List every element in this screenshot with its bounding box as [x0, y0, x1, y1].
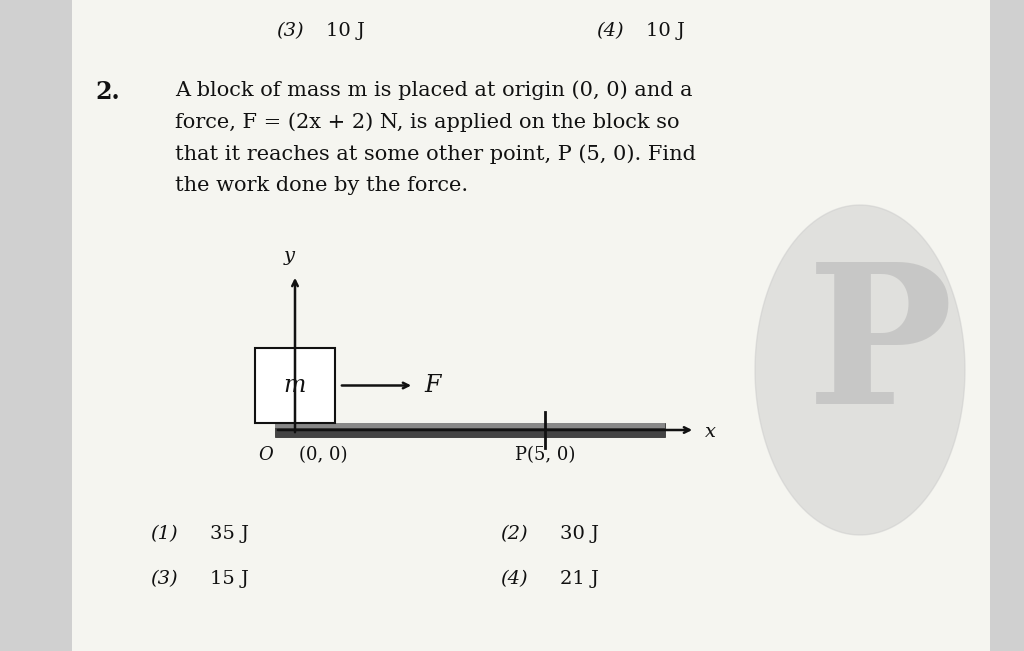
Text: (4): (4) [500, 570, 527, 588]
Text: 35 J: 35 J [210, 525, 249, 543]
Text: m: m [284, 374, 306, 397]
Text: 30 J: 30 J [560, 525, 599, 543]
Text: x: x [705, 423, 716, 441]
FancyBboxPatch shape [0, 0, 72, 651]
FancyBboxPatch shape [255, 348, 335, 423]
Text: (4): (4) [596, 22, 624, 40]
Polygon shape [755, 205, 965, 535]
Text: 10 J: 10 J [326, 22, 365, 40]
Text: that it reaches at some other point, P (5, 0). Find: that it reaches at some other point, P (… [175, 144, 696, 163]
FancyBboxPatch shape [990, 0, 1024, 651]
Text: A block of mass m is placed at origin (0, 0) and a: A block of mass m is placed at origin (0… [175, 80, 692, 100]
Text: (0, 0): (0, 0) [299, 446, 347, 464]
Text: P(5, 0): P(5, 0) [515, 446, 575, 464]
Text: y: y [284, 247, 295, 265]
Text: (1): (1) [150, 525, 177, 543]
Text: (2): (2) [500, 525, 527, 543]
Text: F: F [424, 374, 440, 397]
Text: the work done by the force.: the work done by the force. [175, 176, 468, 195]
FancyBboxPatch shape [275, 423, 665, 437]
Text: 2.: 2. [95, 80, 120, 104]
Text: force, F = (2x + 2) N, is applied on the block so: force, F = (2x + 2) N, is applied on the… [175, 112, 680, 132]
Text: 15 J: 15 J [210, 570, 249, 588]
Text: (3): (3) [276, 22, 304, 40]
Text: 21 J: 21 J [560, 570, 599, 588]
Text: 10 J: 10 J [645, 22, 684, 40]
Text: O: O [258, 446, 273, 464]
Text: (3): (3) [150, 570, 177, 588]
FancyBboxPatch shape [275, 423, 665, 428]
Text: P: P [807, 255, 953, 445]
